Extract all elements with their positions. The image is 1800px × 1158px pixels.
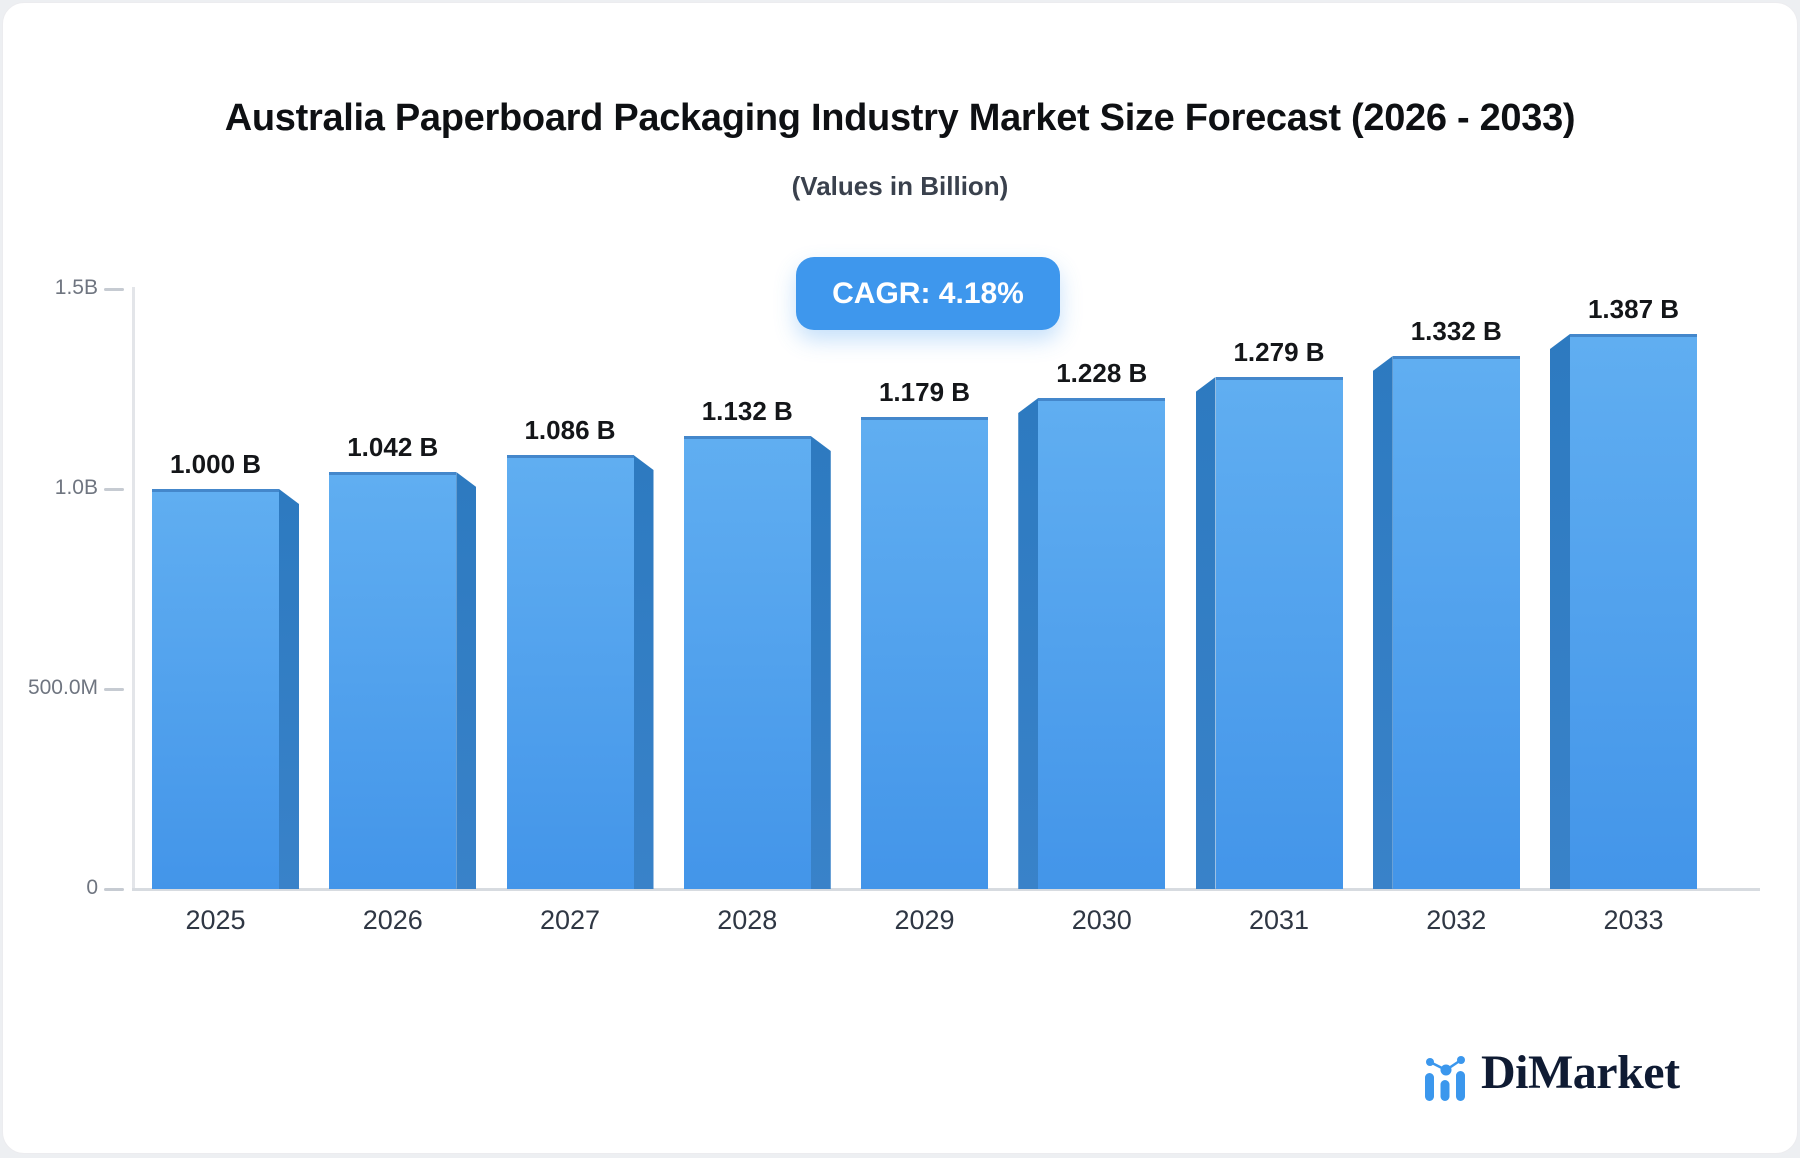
x-axis-line bbox=[132, 888, 1760, 891]
bar-side-face-2025 bbox=[279, 489, 299, 889]
x-axis-label-2025: 2025 bbox=[185, 905, 246, 935]
bar-2029[interactable] bbox=[861, 417, 988, 889]
y-tick-label: 0 bbox=[86, 876, 98, 899]
bar-side-face-2030 bbox=[1018, 398, 1039, 889]
x-axis-label-2033: 2033 bbox=[1603, 905, 1664, 935]
bar-2033[interactable] bbox=[1570, 334, 1697, 889]
bar-value-label-2025: 1.000 B bbox=[169, 449, 262, 479]
bar-side-face-2028 bbox=[810, 436, 831, 889]
bar-2026[interactable] bbox=[329, 472, 457, 889]
bar-value-label-2028: 1.132 B bbox=[701, 396, 793, 426]
bar-value-label-2032: 1.332 B bbox=[1410, 316, 1502, 346]
page-subtitle: (Values in Billion) bbox=[791, 171, 1009, 201]
bar-side-face-2032 bbox=[1372, 356, 1393, 889]
x-axis-label-2031: 2031 bbox=[1248, 905, 1310, 935]
bar-value-label-2027: 1.086 B bbox=[524, 415, 616, 445]
bar-value-label-2029: 1.179 B bbox=[878, 377, 971, 407]
x-axis-label-2028: 2028 bbox=[717, 905, 778, 935]
y-tick-dash bbox=[104, 487, 124, 491]
bar-chart-logo-icon bbox=[1425, 1056, 1465, 1101]
x-axis-label-2030: 2030 bbox=[1071, 905, 1132, 935]
bar-2025[interactable] bbox=[152, 489, 279, 889]
x-axis-label-2026: 2026 bbox=[362, 905, 423, 935]
y-tick-dash bbox=[104, 687, 124, 691]
x-axis-label-2027: 2027 bbox=[539, 905, 601, 935]
chart-area: 0 500.0M 1.0B 1.5B 1.000 B 2025 1.042 B 2026 1.… bbox=[3, 3, 1797, 1153]
bar-value-label-2031: 1.279 B bbox=[1233, 337, 1325, 367]
bar-2028[interactable] bbox=[683, 436, 811, 889]
y-axis-line bbox=[132, 287, 135, 891]
x-axis-label-2029: 2029 bbox=[894, 905, 955, 935]
y-tick-label: 1.5B bbox=[54, 276, 98, 299]
y-tick-dash bbox=[104, 287, 124, 291]
bar-2027[interactable] bbox=[506, 455, 634, 889]
bar-side-face-2033 bbox=[1550, 334, 1570, 889]
bar-2032[interactable] bbox=[1392, 356, 1520, 889]
bar-side-face-2027 bbox=[633, 455, 654, 889]
dimarket-logo: DiMarket bbox=[1423, 1045, 1680, 1105]
y-tick-dash bbox=[104, 887, 124, 891]
bar-value-label-2030: 1.228 B bbox=[1056, 358, 1148, 388]
x-axis-label-2032: 2032 bbox=[1426, 905, 1487, 935]
bar-side-face-2031 bbox=[1195, 377, 1216, 889]
bar-value-label-2026: 1.042 B bbox=[347, 432, 439, 462]
page-title: Australia Paperboard Packaging Industry … bbox=[224, 97, 1576, 139]
y-tick-label: 500.0M bbox=[27, 676, 98, 699]
bar-2031[interactable] bbox=[1215, 377, 1343, 889]
bar-side-face-2026 bbox=[456, 472, 477, 889]
bar-2030[interactable] bbox=[1038, 398, 1166, 889]
cagr-badge: CAGR: 4.18% bbox=[796, 257, 1060, 330]
bar-value-label-2033: 1.387 B bbox=[1587, 294, 1680, 324]
y-tick-label: 1.0B bbox=[54, 476, 98, 499]
logo-text: DiMarket bbox=[1481, 1046, 1680, 1099]
